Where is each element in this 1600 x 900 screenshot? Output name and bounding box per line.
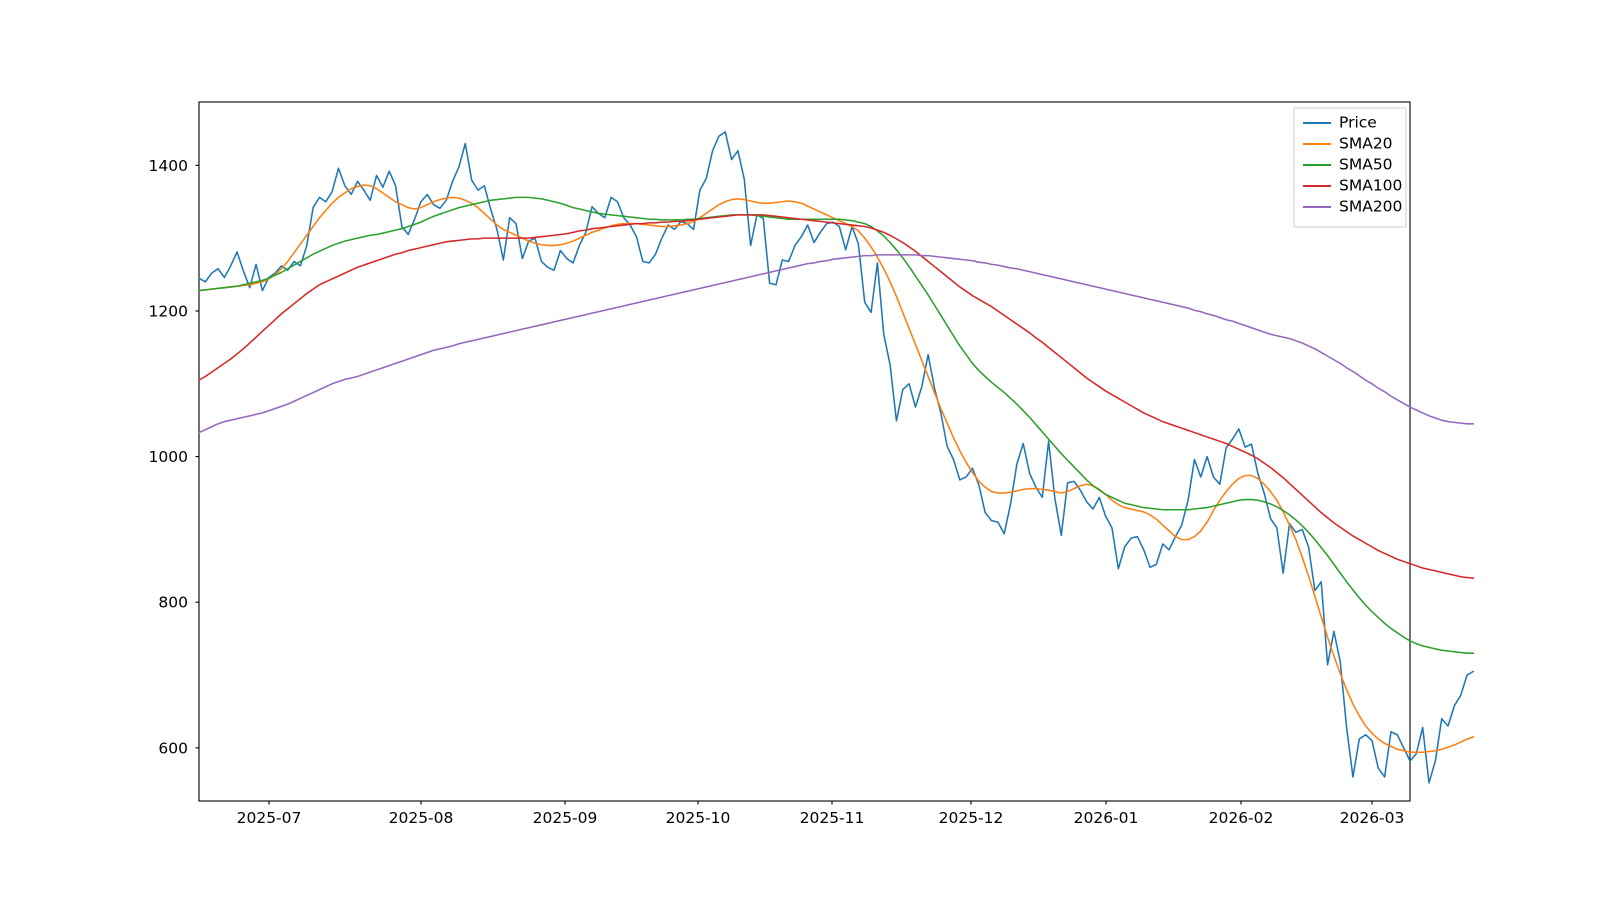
x-tick-label: 2025-10 (666, 809, 731, 827)
legend-background (1293, 107, 1407, 228)
x-tick-label: 2025-12 (939, 809, 1004, 827)
series-line-sma50 (198, 196, 1475, 654)
series-line-sma200 (198, 254, 1475, 434)
y-tick-label: 1200 (149, 302, 188, 320)
y-tick-label: 1400 (149, 157, 188, 175)
x-tick-label: 2026-03 (1340, 809, 1405, 827)
x-tick-label: 2026-01 (1074, 809, 1139, 827)
y-tick-label: 1000 (149, 448, 188, 466)
x-tick-label: 2025-11 (800, 809, 865, 827)
x-tick-label: 2025-07 (237, 809, 302, 827)
legend-label-price: Price (1339, 114, 1377, 132)
series-line-sma20 (198, 184, 1475, 753)
legend-label-sma100: SMA100 (1339, 177, 1402, 195)
chart-legend: Price SMA20 SMA50 SMA100 SMA200 (1293, 107, 1407, 228)
series-container (198, 131, 1475, 784)
y-tick-label: 800 (158, 594, 188, 612)
plot-frame (198, 101, 1411, 802)
x-tick-label: 2026-02 (1209, 809, 1274, 827)
y-tick-label: 600 (158, 739, 188, 757)
legend-label-sma50: SMA50 (1339, 156, 1393, 174)
plot-border (198, 101, 1411, 802)
legend-label-sma20: SMA20 (1339, 135, 1393, 153)
x-tick-label: 2025-09 (533, 809, 598, 827)
x-axis: 2025-07 2025-08 2025-09 2025-10 2025-11 2025-… (237, 801, 1405, 827)
x-tick-label: 2025-08 (389, 809, 454, 827)
series-line-sma100 (198, 214, 1475, 579)
legend-label-sma200: SMA200 (1339, 198, 1402, 216)
y-axis: 600 800 1000 1200 1400 (149, 157, 199, 757)
series-line-price (198, 131, 1475, 784)
